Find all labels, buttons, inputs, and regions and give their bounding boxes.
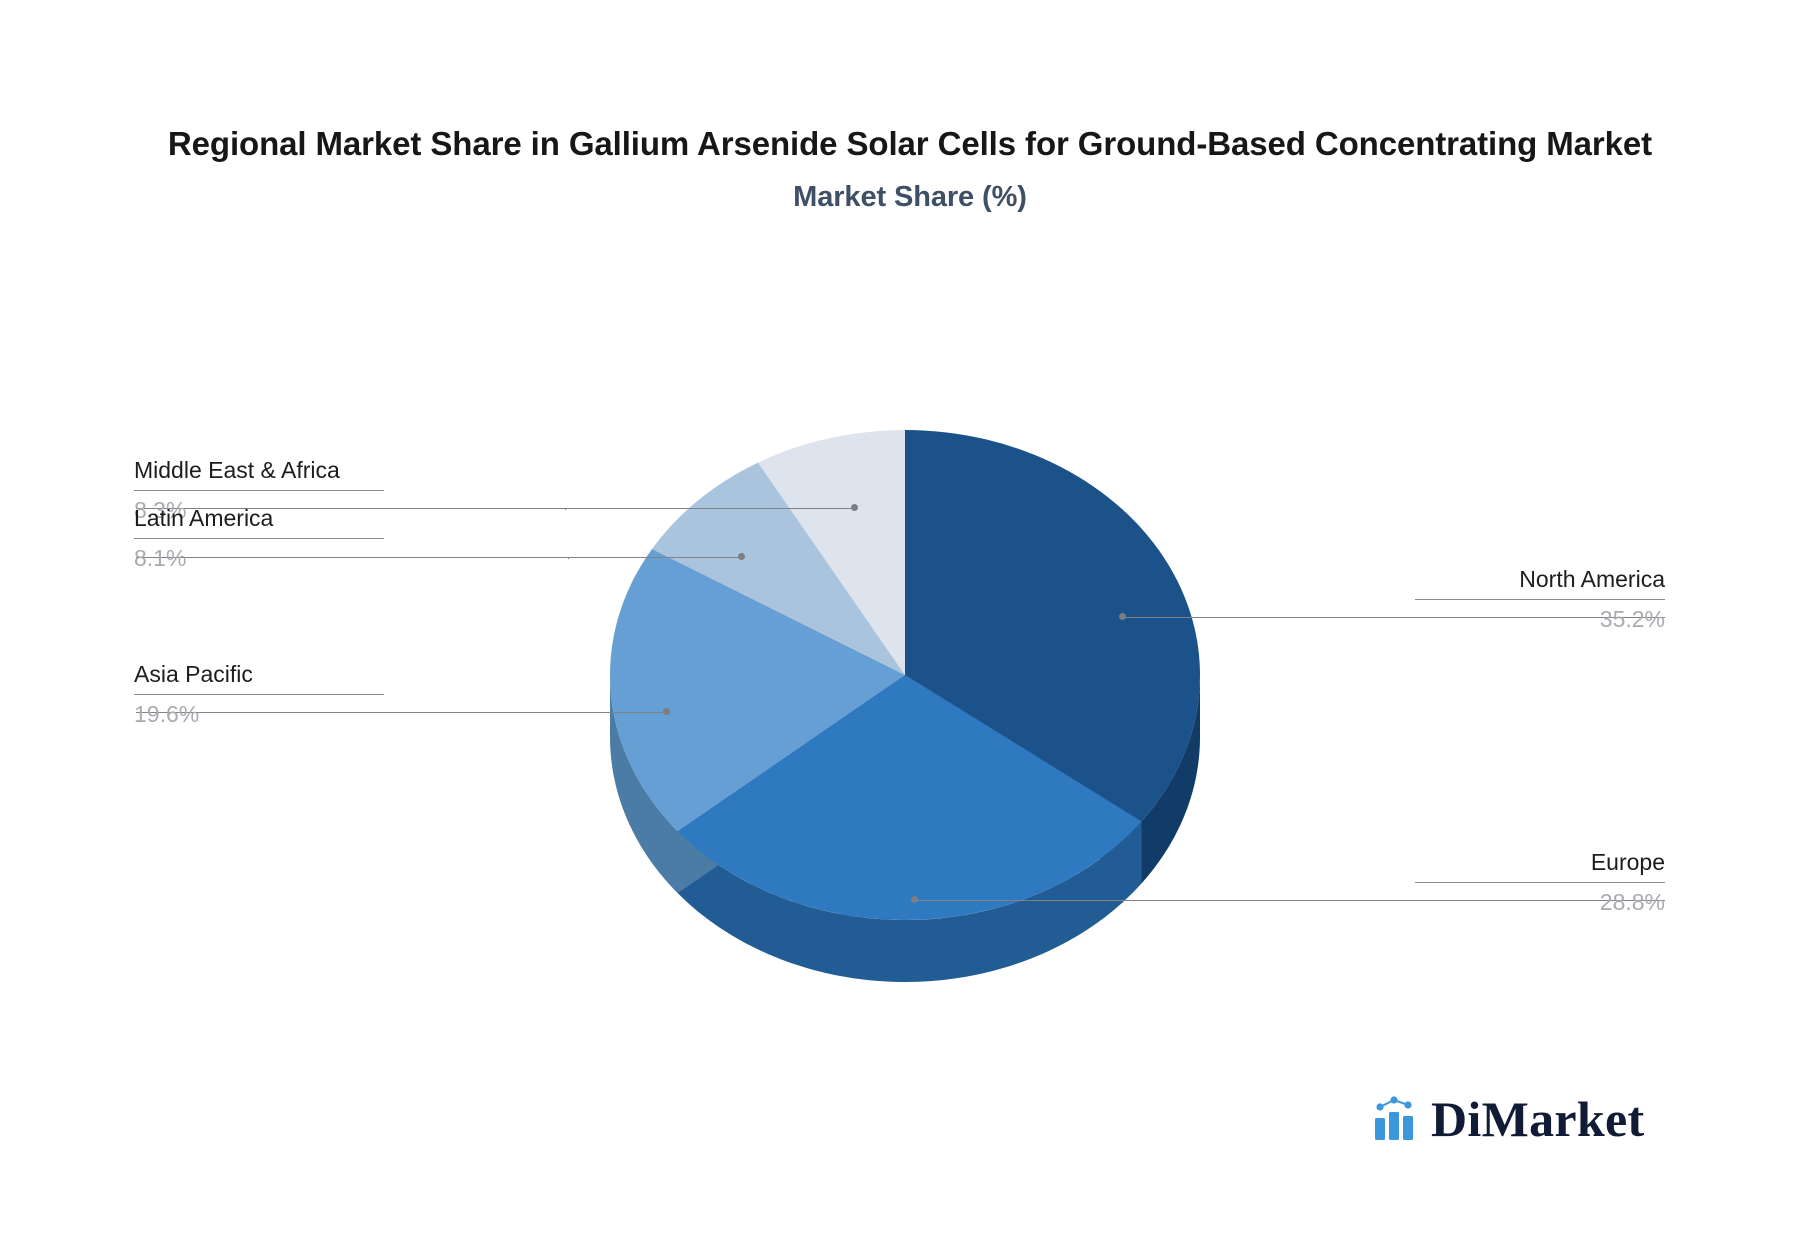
pie-slice-asia-pacific	[609, 548, 905, 832]
pie-slice-side	[610, 676, 678, 894]
logo-bar-2	[1389, 1112, 1399, 1140]
brand-logo: DiMarket	[1373, 1094, 1644, 1144]
callout-europe: Europe 28.8%	[1415, 849, 1665, 916]
callout-value-latin-america: 8.1%	[134, 544, 187, 571]
pie-slice-north-america	[905, 430, 1201, 822]
callout-asia-pacific: Asia Pacific 19.6%	[134, 661, 384, 728]
callout-middle-east-africa: Middle East & Africa 8.3%	[134, 457, 384, 524]
brand-name: DiMarket	[1431, 1091, 1645, 1147]
title-block: Regional Market Share in Gallium Arsenid…	[140, 120, 1680, 214]
callout-rule-latin-america	[134, 537, 384, 539]
callout-value-middle-east-africa: 8.3%	[134, 496, 187, 523]
callout-north-america: North America 35.2%	[1415, 566, 1665, 633]
callout-label-middle-east-africa: Middle East & Africa	[134, 457, 340, 483]
callout-value-north-america: 35.2%	[1599, 605, 1665, 632]
callout-rule-north-america	[1415, 598, 1665, 600]
pie-slice-side	[677, 821, 1142, 982]
callout-label-latin-america: Latin America	[134, 505, 274, 531]
pie-chart-svg	[609, 430, 1201, 982]
callout-latin-america: Latin America 8.1%	[134, 505, 384, 572]
chart-subtitle: Market Share (%)	[793, 180, 1027, 213]
pie-slice-middle-east-africa	[758, 430, 905, 675]
callout-value-europe: 28.8%	[1599, 888, 1665, 915]
bar-chart-trend-icon	[1375, 1096, 1413, 1140]
callout-rule-europe	[1415, 881, 1665, 883]
callout-rule-middle-east-africa	[134, 489, 384, 491]
pie-slice-europe	[677, 675, 1142, 921]
pie-slice-side	[1141, 675, 1200, 884]
logo-bar-3	[1403, 1116, 1413, 1140]
logo-trend-dot-1	[1376, 1103, 1384, 1111]
callout-label-europe: Europe	[1590, 849, 1665, 875]
pie-chart	[565, 415, 1245, 1035]
logo-bar-1	[1375, 1118, 1385, 1140]
callout-value-asia-pacific: 19.6%	[134, 700, 200, 727]
pie-top-faces	[609, 430, 1201, 921]
callout-label-north-america: North America	[1519, 566, 1665, 592]
logo-trend-dot-2	[1390, 1096, 1398, 1104]
callout-label-asia-pacific: Asia Pacific	[134, 661, 253, 687]
chart-title: Regional Market Share in Gallium Arsenid…	[167, 125, 1653, 162]
logo-trend-dot-3	[1404, 1101, 1412, 1109]
pie-slice-latin-america	[652, 462, 905, 675]
callout-rule-asia-pacific	[134, 693, 384, 695]
